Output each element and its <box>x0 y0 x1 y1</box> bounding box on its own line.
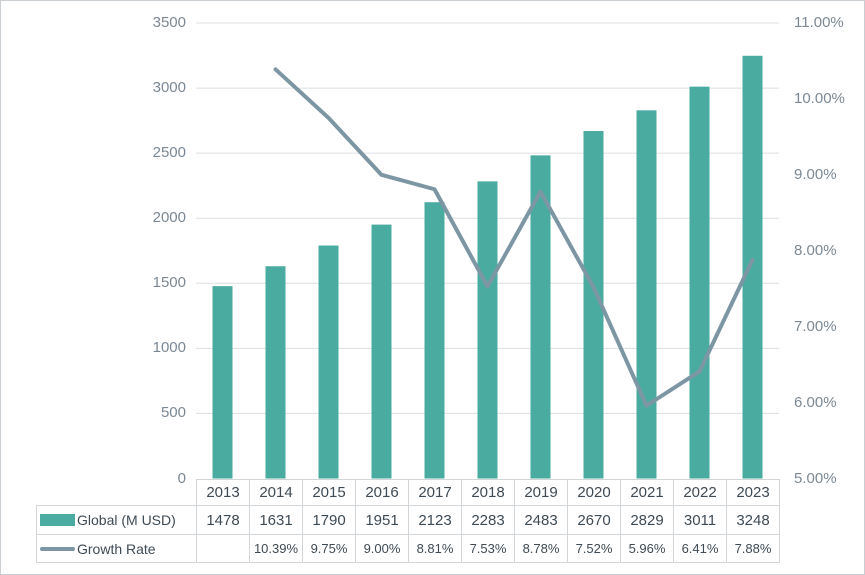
right-axis-tick: 8.00% <box>794 241 837 259</box>
left-axis-tick: 2000 <box>152 209 186 227</box>
bar-2017 <box>424 202 445 479</box>
year-cell: 2013 <box>196 479 250 506</box>
year-cell: 2018 <box>461 479 515 506</box>
left-axis-tick: 500 <box>160 404 186 422</box>
growth-cell: 7.53% <box>461 534 515 563</box>
right-axis-tick: 11.00% <box>794 14 844 31</box>
legend-label: Global (M USD) <box>77 512 176 528</box>
year-cell: 2014 <box>249 479 303 506</box>
line-legend-swatch <box>40 546 75 551</box>
left-axis-tick: 1500 <box>152 274 186 292</box>
value-cell: 3248 <box>726 505 780 535</box>
legend-item: Global (M USD) <box>36 505 197 535</box>
bar-2013 <box>212 286 233 479</box>
bar-2016 <box>371 224 392 479</box>
bar-series-global <box>212 55 763 479</box>
table-series-row: Global (M USD) 1478 1631 1790 1951 2123 2283 24… <box>36 505 780 535</box>
bar-2018 <box>477 181 498 479</box>
left-axis-tick: 0 <box>177 469 186 487</box>
value-cell: 1631 <box>249 505 303 535</box>
year-cell: 2015 <box>302 479 356 506</box>
growth-cell: 9.00% <box>355 534 409 563</box>
bar-2023 <box>742 55 763 479</box>
table-series-row: Growth Rate 10.39% 9.75% 9.00% 8.81% 7.53% 8.7… <box>36 534 780 563</box>
line-series-growth-rate <box>273 67 755 408</box>
right-axis-tick: 7.00% <box>794 317 837 335</box>
year-cell: 2016 <box>355 479 409 506</box>
bar-2022 <box>689 86 710 479</box>
bar-2019 <box>530 155 551 479</box>
bar-2014 <box>265 266 286 479</box>
value-cell: 3011 <box>673 505 727 535</box>
bar-2015 <box>318 245 339 479</box>
left-axis-tick: 2500 <box>152 144 186 162</box>
right-axis-tick: 6.00% <box>794 393 837 411</box>
growth-cell: 5.96% <box>620 534 674 563</box>
left-axis-tick: 3500 <box>152 14 186 31</box>
value-cell: 2283 <box>461 505 515 535</box>
growth-rate-line <box>273 67 755 408</box>
left-axis-tick: 3000 <box>152 79 186 97</box>
year-cell: 2022 <box>673 479 727 506</box>
value-cell: 1951 <box>355 505 409 535</box>
value-cell: 1790 <box>302 505 356 535</box>
legend-item: Growth Rate <box>36 534 197 563</box>
right-axis-tick: 5.00% <box>794 469 837 487</box>
growth-cell: 10.39% <box>249 534 303 563</box>
growth-cell: 8.81% <box>408 534 462 563</box>
value-cell: 1478 <box>196 505 250 535</box>
growth-cell: 9.75% <box>302 534 356 563</box>
growth-cell: 6.41% <box>673 534 727 563</box>
value-cell: 2670 <box>567 505 621 535</box>
growth-cell: 8.78% <box>514 534 568 563</box>
year-cell: 2017 <box>408 479 462 506</box>
bar-2020 <box>583 131 604 479</box>
bar-2021 <box>636 110 657 479</box>
left-axis-tick: 1000 <box>152 339 186 357</box>
growth-cell <box>196 534 250 563</box>
table-year-row: 2013 2014 2015 2016 2017 2018 2019 2020 2021 2022… <box>196 479 780 506</box>
bar-legend-swatch <box>40 514 75 526</box>
year-cell: 2021 <box>620 479 674 506</box>
year-cell: 2019 <box>514 479 568 506</box>
growth-cell: 7.52% <box>567 534 621 563</box>
growth-cell: 7.88% <box>726 534 780 563</box>
value-cell: 2483 <box>514 505 568 535</box>
legend-label: Growth Rate <box>77 540 156 557</box>
right-axis-tick: 9.00% <box>794 165 837 183</box>
year-cell: 2020 <box>567 479 621 506</box>
right-axis-tick: 10.00% <box>794 89 845 107</box>
value-cell: 2123 <box>408 505 462 535</box>
year-cell: 2023 <box>726 479 780 506</box>
value-cell: 2829 <box>620 505 674 535</box>
